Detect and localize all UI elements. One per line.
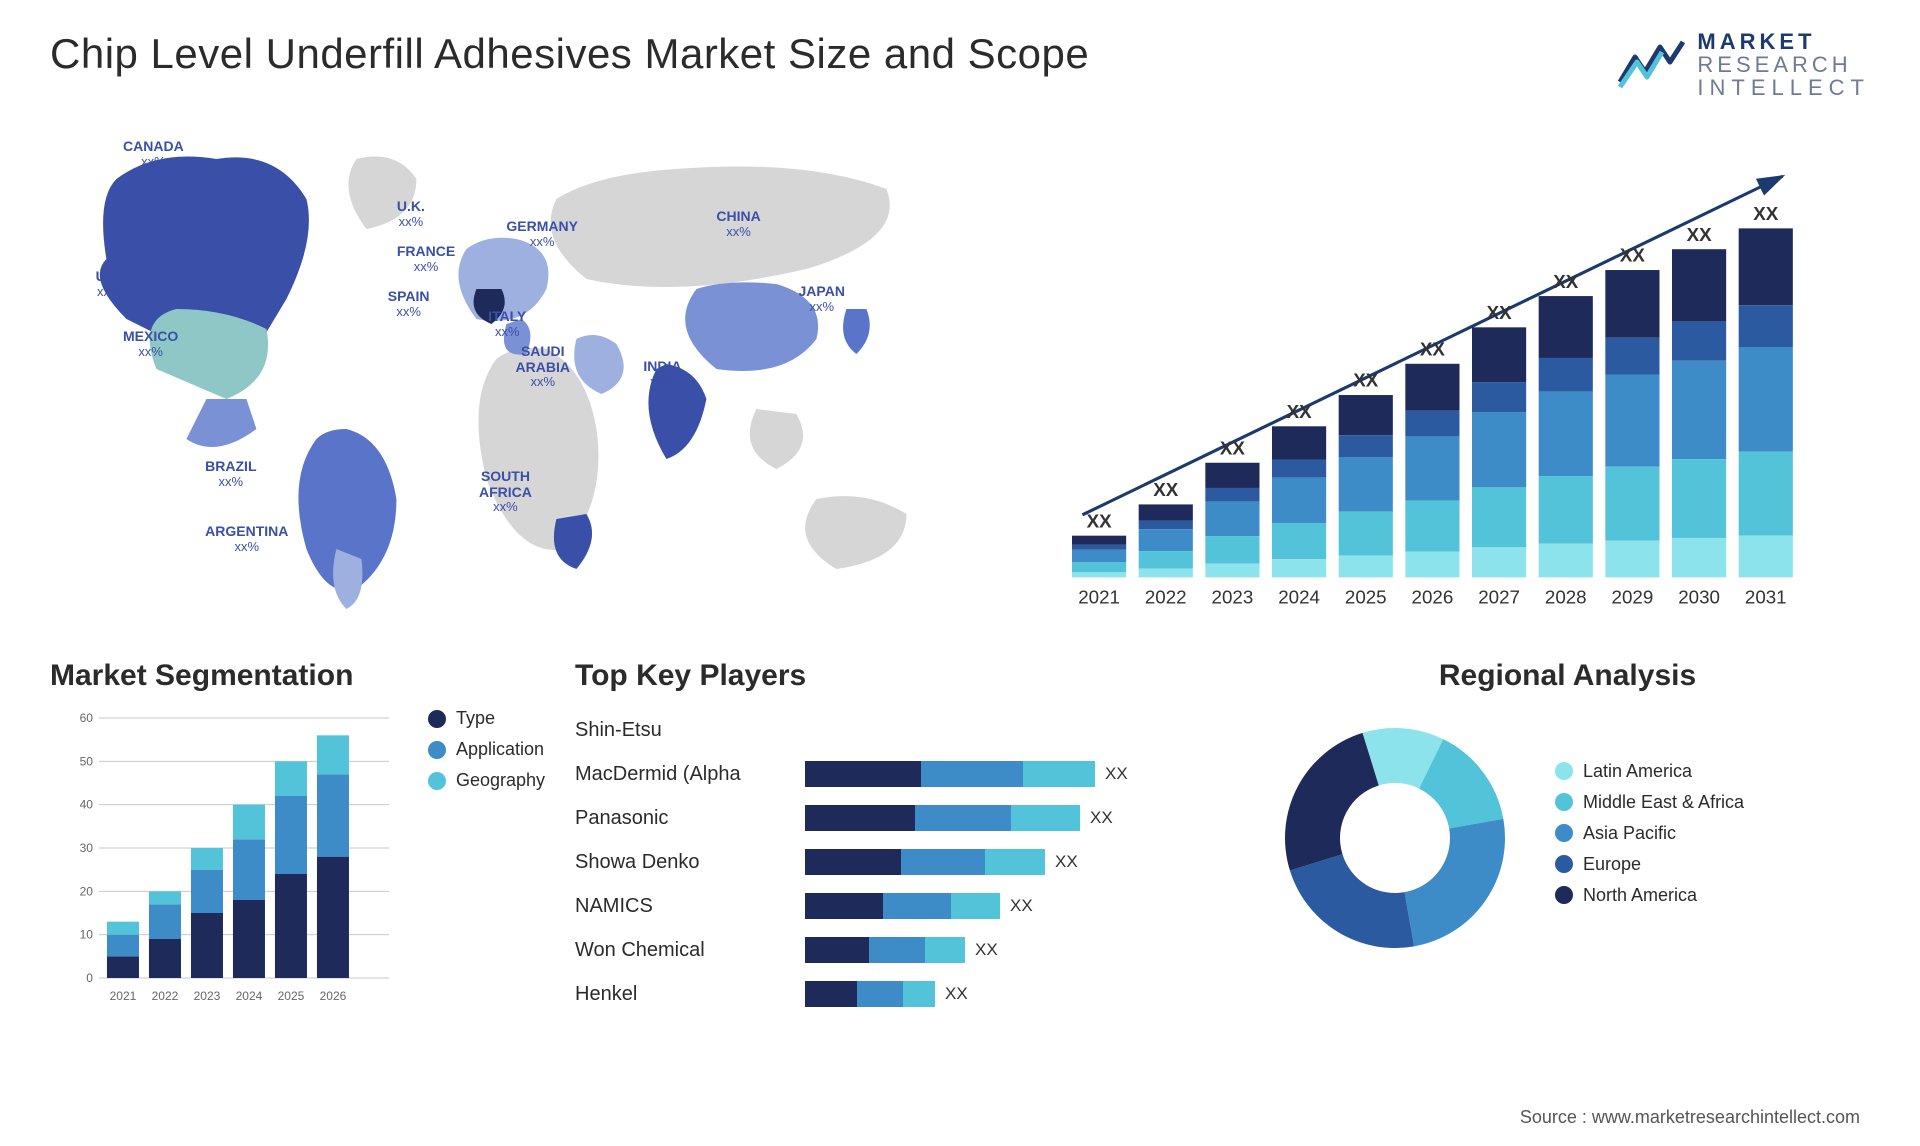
svg-text:2025: 2025: [1345, 587, 1387, 608]
svg-text:2029: 2029: [1611, 587, 1653, 608]
legend-item: Asia Pacific: [1555, 823, 1744, 844]
svg-text:2021: 2021: [110, 989, 137, 1003]
svg-text:2026: 2026: [320, 989, 347, 1003]
svg-text:XX: XX: [1353, 370, 1379, 391]
svg-text:XX: XX: [1686, 224, 1712, 245]
regional-chart: Latin America Middle East & Africa Asia Pa…: [1265, 708, 1870, 968]
segmentation-title: Market Segmentation: [50, 659, 545, 693]
logo-line-1: MARKET: [1697, 30, 1870, 53]
svg-text:20: 20: [80, 885, 94, 899]
player-name: MacDermid (Alpha: [575, 752, 785, 796]
logo-icon: [1615, 37, 1685, 92]
player-name: Won Chemical: [575, 928, 785, 972]
player-name: Shin-Etsu: [575, 708, 785, 752]
player-row: XX: [805, 796, 1235, 840]
svg-text:2024: 2024: [236, 989, 263, 1003]
map-label: U.K.xx%: [397, 199, 425, 229]
svg-text:XX: XX: [1220, 438, 1246, 459]
legend-item: Type: [428, 708, 545, 729]
player-row: [805, 708, 1235, 752]
legend-item: Application: [428, 739, 545, 760]
world-map: CANADAxx% U.S.xx% MEXICOxx% BRAZILxx% ARGENT…: [50, 119, 963, 619]
svg-text:2031: 2031: [1745, 587, 1787, 608]
svg-text:2021: 2021: [1078, 587, 1120, 608]
svg-text:2023: 2023: [1211, 587, 1253, 608]
forecast-bar-chart: XX 2021 XX 2022 XX 2023 XX 2024 XX 2025 XX 2026 XX 20…: [1003, 119, 1870, 619]
page-title: Chip Level Underfill Adhesives Market Si…: [50, 30, 1089, 78]
regional-title: Regional Analysis: [1265, 659, 1870, 693]
svg-text:XX: XX: [1486, 302, 1512, 323]
player-row: XX: [805, 840, 1235, 884]
logo-line-3: INTELLECT: [1697, 76, 1870, 99]
svg-text:60: 60: [80, 711, 94, 725]
svg-text:XX: XX: [1553, 271, 1579, 292]
player-row: XX: [805, 972, 1235, 1016]
svg-text:XX: XX: [1420, 339, 1446, 360]
player-name: Panasonic: [575, 796, 785, 840]
svg-text:50: 50: [80, 755, 94, 769]
svg-text:2026: 2026: [1411, 587, 1453, 608]
players-chart: Shin-EtsuMacDermid (AlphaPanasonicShowa …: [575, 708, 1235, 1016]
svg-text:2023: 2023: [194, 989, 221, 1003]
svg-text:2025: 2025: [278, 989, 305, 1003]
brand-logo: MARKET RESEARCH INTELLECT: [1615, 30, 1870, 99]
svg-text:40: 40: [80, 798, 94, 812]
svg-text:2028: 2028: [1545, 587, 1587, 608]
svg-text:2022: 2022: [1145, 587, 1187, 608]
svg-text:XX: XX: [1086, 511, 1112, 532]
logo-line-2: RESEARCH: [1697, 53, 1870, 76]
world-map-svg: [50, 119, 963, 619]
map-label: MEXICOxx%: [123, 329, 178, 359]
segmentation-chart: 0 10 20 30 40 50 60 2021 2022 2023 2024 2025 2026: [50, 708, 408, 1008]
map-label: BRAZILxx%: [205, 459, 256, 489]
map-label: SAUDIARABIAxx%: [516, 344, 570, 389]
map-label: INDIAxx%: [643, 359, 681, 389]
map-label: FRANCExx%: [397, 244, 455, 274]
map-label: GERMANYxx%: [506, 219, 578, 249]
segmentation-legend: Type Application Geography: [428, 708, 545, 801]
svg-text:10: 10: [80, 928, 94, 942]
map-label: U.S.xx%: [96, 269, 123, 299]
source-attribution: Source : www.marketresearchintellect.com: [1520, 1107, 1860, 1128]
svg-text:XX: XX: [1753, 203, 1779, 224]
svg-text:2030: 2030: [1678, 587, 1720, 608]
map-label: SPAINxx%: [388, 289, 430, 319]
player-name: Henkel: [575, 972, 785, 1016]
svg-text:0: 0: [86, 971, 93, 985]
players-title: Top Key Players: [575, 659, 1235, 693]
svg-text:2022: 2022: [152, 989, 179, 1003]
svg-text:30: 30: [80, 841, 94, 855]
svg-text:XX: XX: [1153, 479, 1179, 500]
legend-item: Latin America: [1555, 761, 1744, 782]
player-row: XX: [805, 884, 1235, 928]
svg-text:XX: XX: [1620, 245, 1646, 266]
player-name: NAMICS: [575, 884, 785, 928]
map-label: JAPANxx%: [799, 284, 845, 314]
player-name: Showa Denko: [575, 840, 785, 884]
legend-item: Europe: [1555, 854, 1744, 875]
player-row: XX: [805, 928, 1235, 972]
svg-text:XX: XX: [1286, 401, 1312, 422]
legend-item: Middle East & Africa: [1555, 792, 1744, 813]
player-row: XX: [805, 752, 1235, 796]
map-label: SOUTHAFRICAxx%: [479, 469, 532, 514]
svg-text:2024: 2024: [1278, 587, 1320, 608]
svg-text:2027: 2027: [1478, 587, 1520, 608]
map-label: CANADAxx%: [123, 139, 184, 169]
map-label: ITALYxx%: [488, 309, 526, 339]
map-label: CHINAxx%: [716, 209, 760, 239]
legend-item: North America: [1555, 885, 1744, 906]
map-label: ARGENTINAxx%: [205, 524, 288, 554]
legend-item: Geography: [428, 770, 545, 791]
